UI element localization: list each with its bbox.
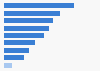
Bar: [4, 33, 44, 38]
Bar: [4, 3, 74, 8]
Bar: [4, 48, 29, 53]
Bar: [4, 63, 12, 68]
Bar: [4, 55, 24, 60]
Bar: [4, 11, 60, 16]
Bar: [4, 18, 53, 23]
Bar: [4, 40, 35, 45]
Bar: [4, 26, 48, 31]
